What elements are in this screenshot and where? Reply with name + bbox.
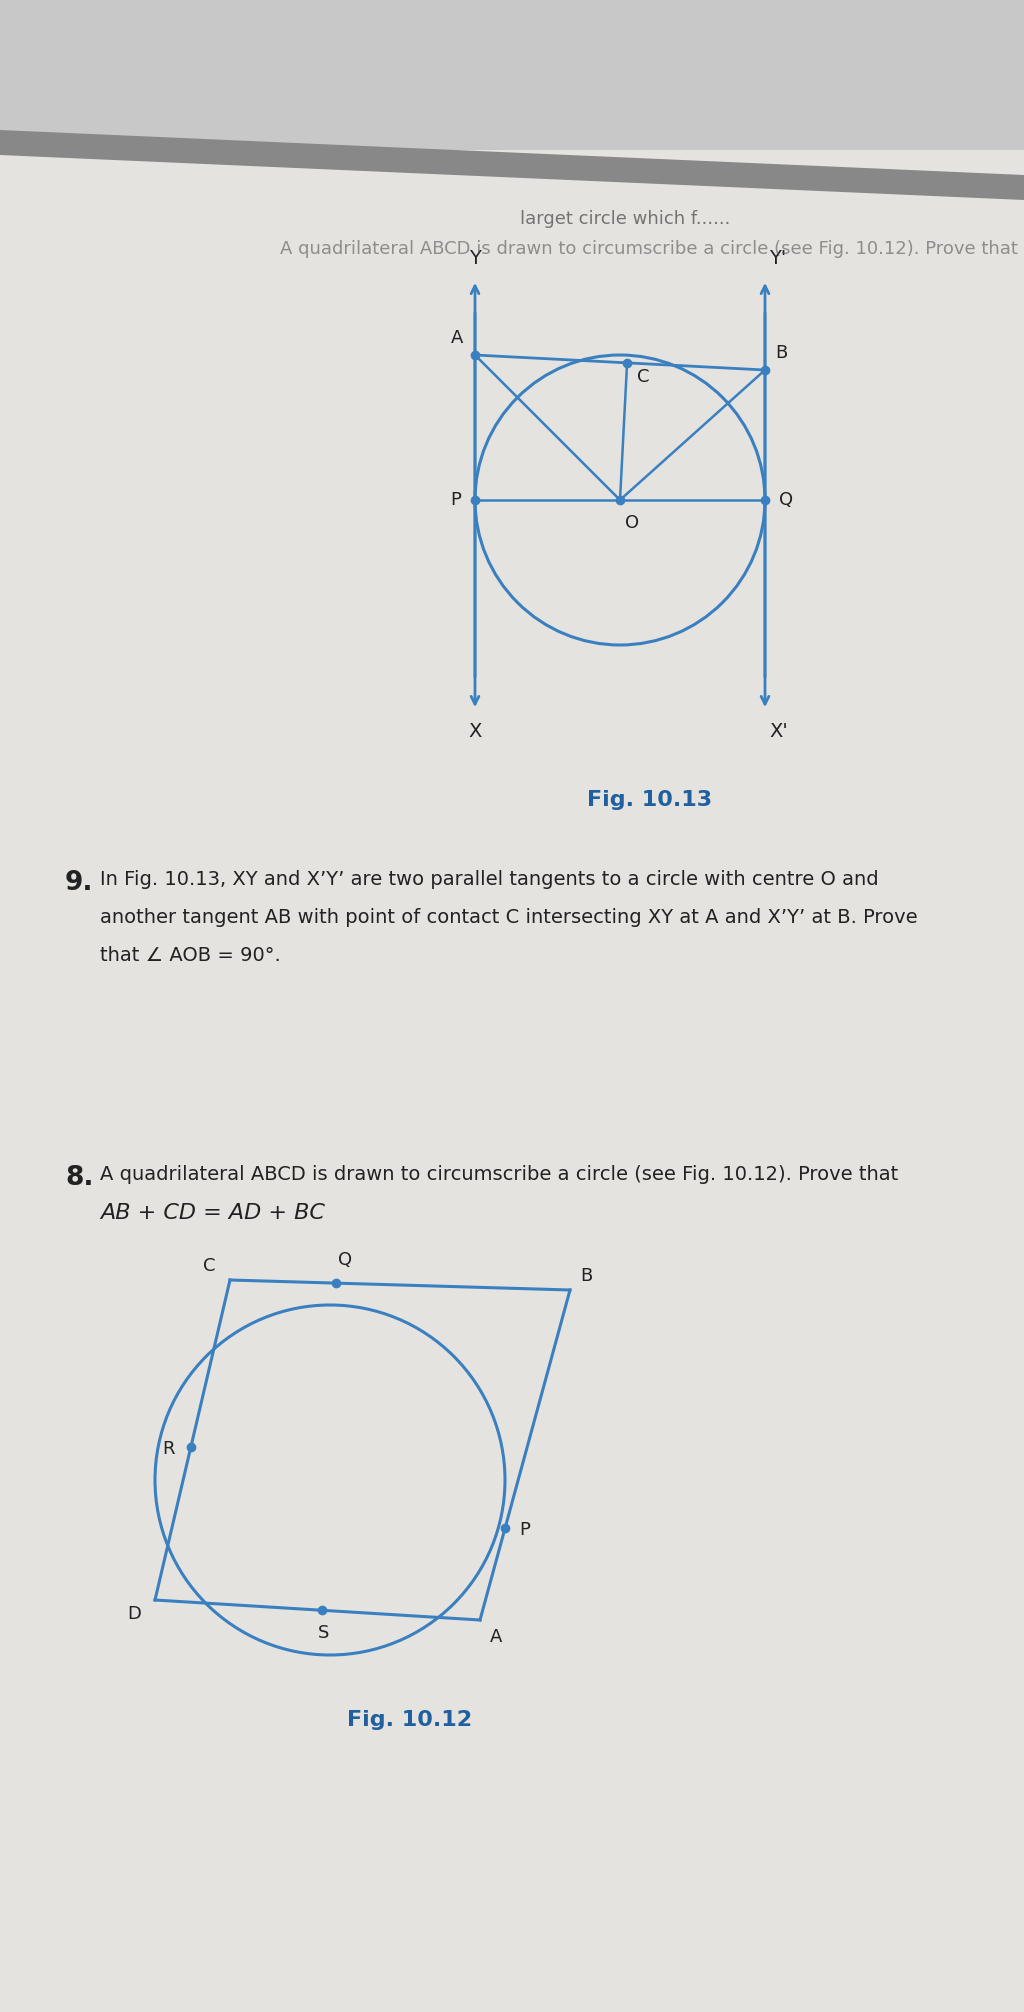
Text: O: O (625, 513, 639, 531)
Text: Q: Q (779, 491, 794, 509)
Text: Fig. 10.13: Fig. 10.13 (588, 791, 713, 811)
Text: X': X' (769, 722, 787, 740)
Text: 8.: 8. (65, 1165, 93, 1191)
Text: A: A (490, 1628, 503, 1646)
Text: Fig. 10.12: Fig. 10.12 (347, 1710, 472, 1730)
Text: X: X (468, 722, 481, 740)
Text: B: B (775, 344, 787, 362)
Text: P: P (519, 1521, 530, 1539)
Text: that ∠ AOB = 90°.: that ∠ AOB = 90°. (100, 946, 281, 966)
Polygon shape (0, 131, 1024, 199)
Bar (0, 0, 1024, 199)
Text: P: P (451, 491, 461, 509)
Text: AB + CD = AD + BC: AB + CD = AD + BC (100, 1203, 325, 1223)
Text: B: B (580, 1268, 592, 1286)
Text: Y: Y (469, 249, 481, 268)
Text: C: C (204, 1258, 216, 1276)
Text: another tangent AB with point of contact C intersecting XY at A and X’Y’ at B. P: another tangent AB with point of contact… (100, 907, 918, 928)
Text: Y': Y' (769, 249, 786, 268)
Text: Q: Q (338, 1251, 352, 1270)
Text: C: C (637, 368, 649, 386)
Text: 9.: 9. (65, 869, 93, 895)
Text: A quadrilateral ABCD is drawn to circumscribe a circle (see Fig. 10.12). Prove t: A quadrilateral ABCD is drawn to circums… (280, 239, 1018, 258)
Text: D: D (127, 1606, 141, 1624)
Text: R: R (162, 1441, 175, 1459)
Text: S: S (318, 1624, 330, 1642)
Text: larget circle which f......: larget circle which f...... (520, 209, 730, 227)
Text: A quadrilateral ABCD is drawn to circumscribe a circle (see Fig. 10.12). Prove t: A quadrilateral ABCD is drawn to circums… (100, 1165, 898, 1183)
Text: In Fig. 10.13, XY and X’Y’ are two parallel tangents to a circle with centre O a: In Fig. 10.13, XY and X’Y’ are two paral… (100, 869, 879, 889)
Text: A: A (451, 330, 463, 346)
